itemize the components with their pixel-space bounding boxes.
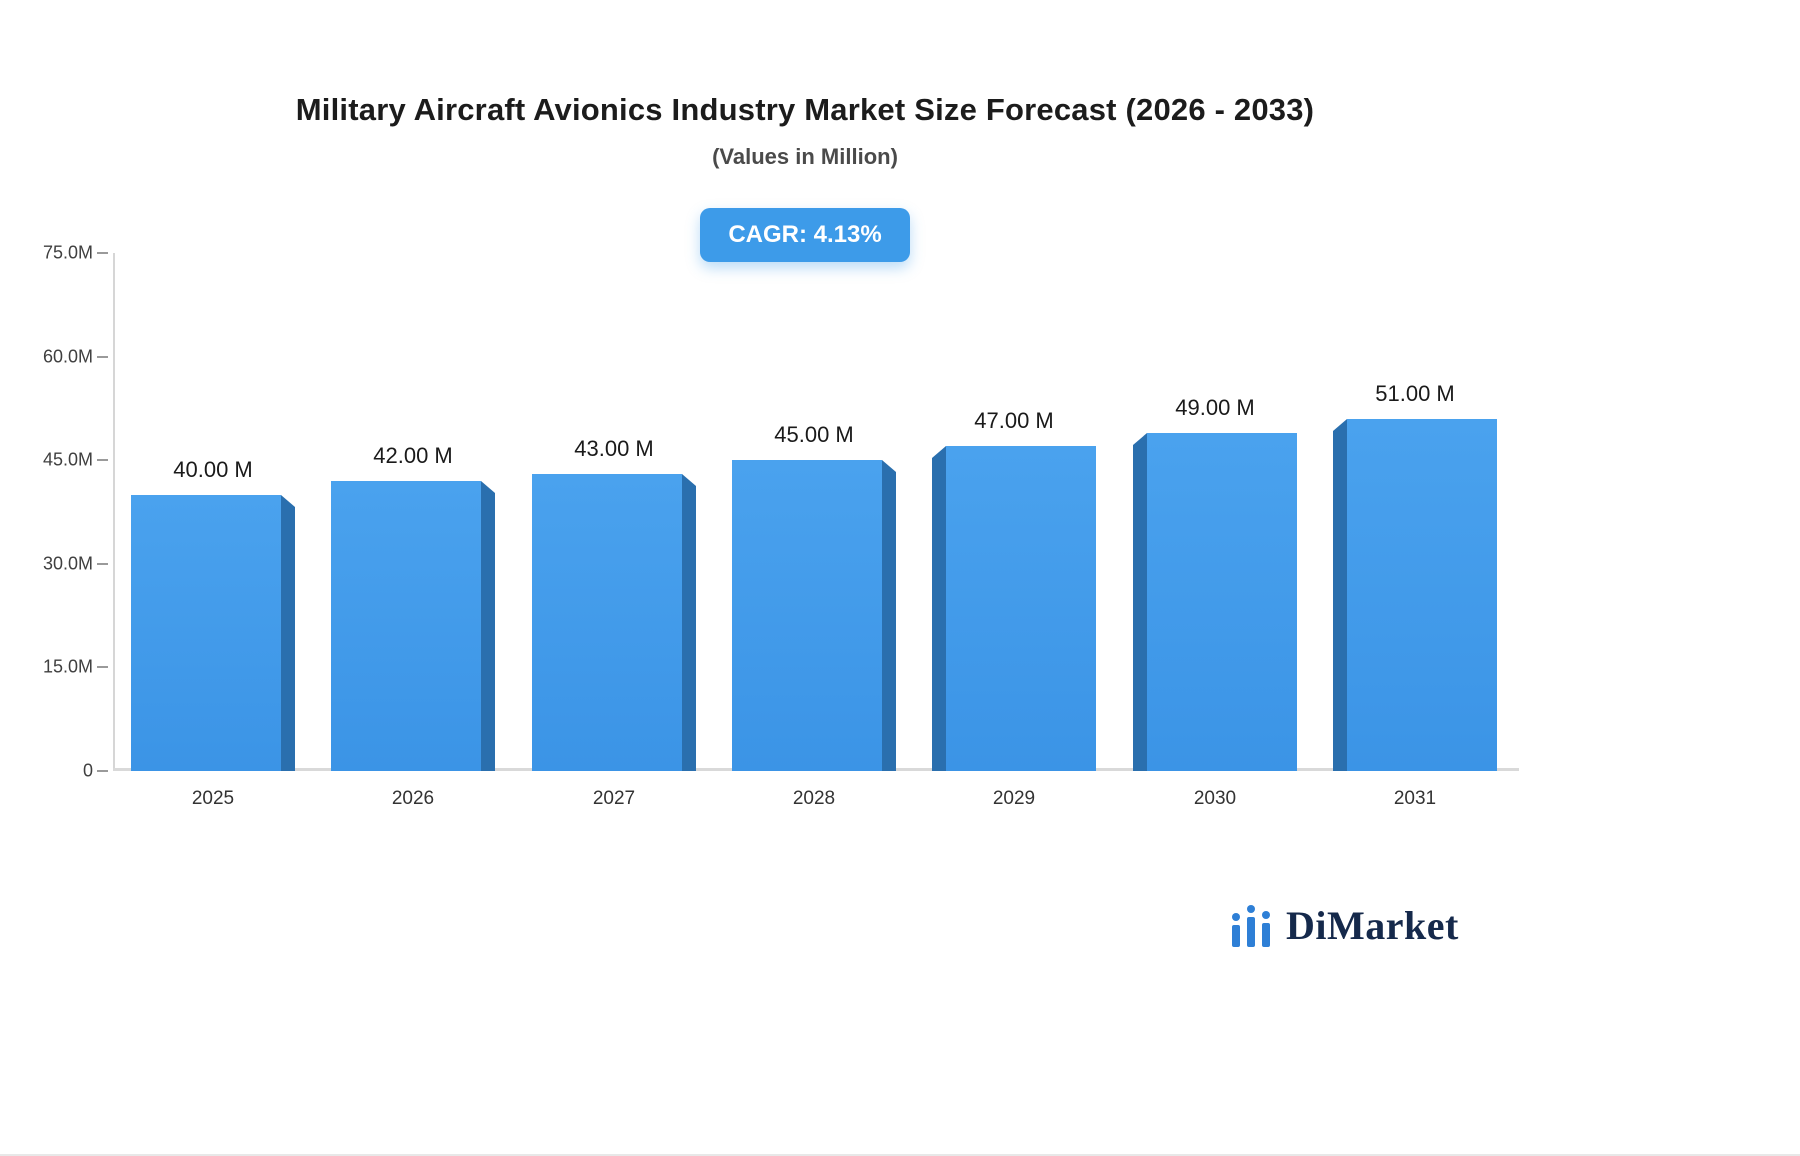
bar-2027: 43.00 M — [532, 436, 696, 771]
bar-face — [331, 481, 481, 771]
x-axis-label: 2029 — [992, 788, 1036, 809]
bar-face — [732, 460, 882, 771]
bar-value-label: 45.00 M — [774, 422, 854, 447]
bar-2026: 42.00 M — [331, 443, 495, 771]
x-axis-label: 2027 — [592, 788, 636, 809]
y-tick-mark — [97, 666, 108, 669]
chart-subtitle: (Values in Million) — [712, 144, 898, 169]
cagr-badge: CAGR: 4.13% — [700, 208, 910, 262]
bar-chart: 75.0M 60.0M 45.0M 30.0M 15.0M 0 40.00 M 2025 42.… — [43, 243, 1519, 809]
bar-value-label: 43.00 M — [574, 436, 654, 461]
y-tick-mark — [97, 770, 108, 772]
bar-face — [532, 474, 682, 771]
bar-2029: 47.00 M — [932, 408, 1096, 771]
bar-side-shadow — [281, 495, 295, 771]
bar-side-shadow — [932, 446, 946, 771]
y-axis-line — [113, 253, 115, 771]
bar-side-shadow — [1133, 433, 1147, 771]
y-tick-label: 60.0M — [42, 346, 93, 367]
y-tick-mark — [97, 355, 108, 358]
y-tick-label: 0 — [82, 760, 93, 781]
x-axis-label: 2030 — [1193, 788, 1237, 809]
chart-header: Military Aircraft Avionics Industry Mark… — [0, 92, 1610, 262]
bar-value-label: 49.00 M — [1175, 395, 1255, 420]
bar-face — [1347, 419, 1497, 771]
bar-value-label: 47.00 M — [974, 408, 1054, 433]
bar-2025: 40.00 M — [131, 457, 295, 771]
bar-2031: 51.00 M — [1333, 381, 1497, 771]
bar-value-label: 42.00 M — [373, 443, 453, 468]
bar-side-shadow — [1333, 419, 1347, 771]
y-tick-label: 75.0M — [42, 242, 93, 263]
bar-side-shadow — [882, 460, 896, 771]
chart-title: Military Aircraft Avionics Industry Mark… — [295, 92, 1315, 127]
x-axis-label: 2026 — [391, 788, 435, 809]
y-tick-mark — [97, 252, 108, 254]
dimarket-logo-icon — [1232, 904, 1270, 947]
bar-value-label: 40.00 M — [173, 457, 253, 482]
y-tick-label: 45.0M — [42, 449, 93, 470]
x-axis-label: 2028 — [792, 788, 836, 809]
x-axis-label: 2025 — [191, 788, 235, 809]
y-tick-mark — [97, 562, 108, 565]
bar-2030: 49.00 M — [1133, 395, 1297, 771]
bar-face — [131, 495, 281, 771]
y-tick-mark — [97, 459, 108, 462]
bar-face — [946, 446, 1096, 771]
dimarket-logo: DiMarket — [1228, 902, 1459, 949]
y-tick-label: 30.0M — [42, 553, 93, 574]
dimarket-logo-text: DiMarket — [1286, 903, 1459, 948]
bar-value-label: 51.00 M — [1375, 381, 1455, 406]
y-tick-label: 15.0M — [42, 656, 93, 677]
x-axis-label: 2031 — [1393, 788, 1437, 809]
bar-face — [1147, 433, 1297, 771]
bar-side-shadow — [481, 481, 495, 771]
bar-side-shadow — [682, 474, 696, 771]
bar-2028: 45.00 M — [732, 422, 896, 771]
